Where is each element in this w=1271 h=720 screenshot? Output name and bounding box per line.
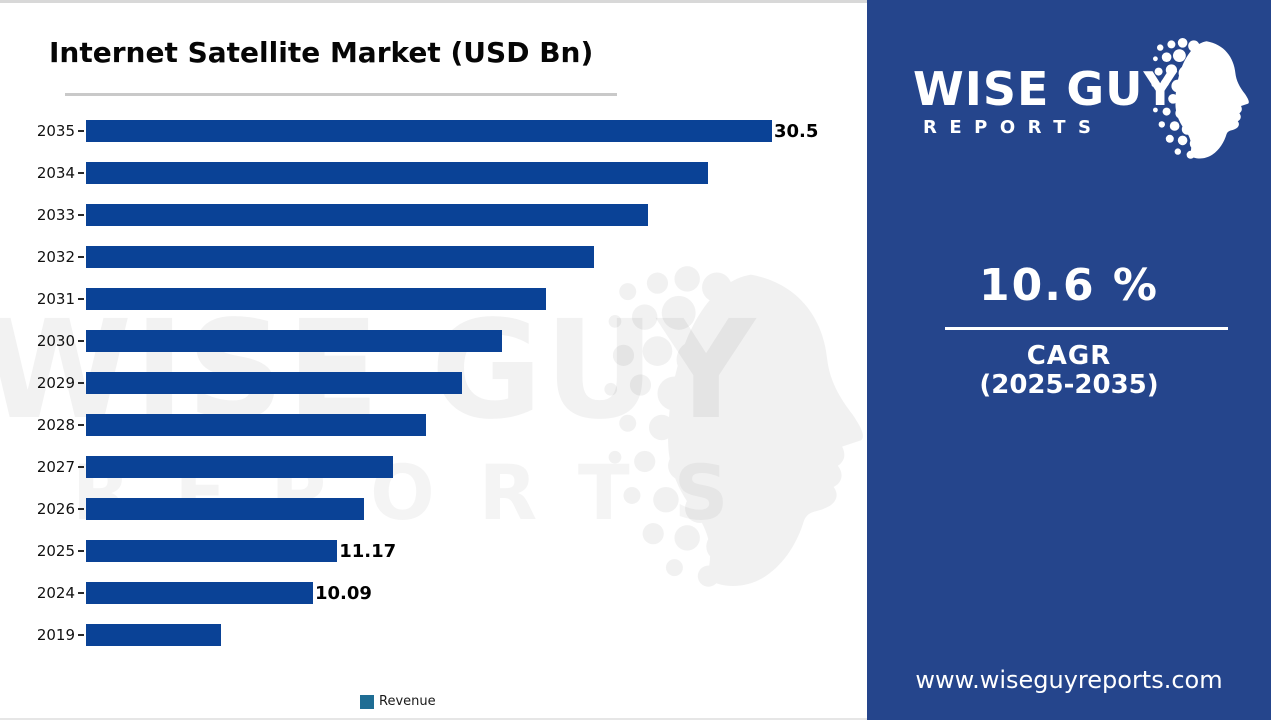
bar-value-label: 30.5 <box>774 120 819 142</box>
revenue-bar-2028 <box>86 414 426 436</box>
revenue-bar-2030 <box>86 330 502 352</box>
top-divider <box>0 0 867 3</box>
bar-track: 11.17 <box>86 540 772 562</box>
revenue-bar-2031 <box>86 288 546 310</box>
cagr-value: 10.6 % <box>979 260 1159 311</box>
year-axis-label: 2019 <box>36 626 75 644</box>
bar-row: 2035 30.5 <box>0 110 867 152</box>
cagr-range: (2025-2035) <box>979 370 1159 400</box>
cagr-divider <box>945 327 1228 330</box>
bar-track <box>86 204 772 226</box>
bar-track <box>86 498 772 520</box>
bar-row: 2029 <box>0 362 867 404</box>
bar-track <box>86 162 772 184</box>
bar-row: 2019 <box>0 614 867 656</box>
axis-tick <box>78 466 84 468</box>
year-axis-label: 2028 <box>36 416 75 434</box>
revenue-bar-2029 <box>86 372 462 394</box>
year-axis-label: 2029 <box>36 374 75 392</box>
legend-swatch-icon <box>360 694 374 709</box>
axis-tick <box>78 130 84 132</box>
bar-track: 10.09 <box>86 582 772 604</box>
axis-tick <box>78 382 84 384</box>
year-axis-label: 2026 <box>36 500 75 518</box>
bar-track <box>86 624 772 646</box>
year-axis-label: 2032 <box>36 248 75 266</box>
bar-track <box>86 414 772 436</box>
axis-tick <box>78 256 84 258</box>
axis-tick <box>78 172 84 174</box>
bar-track <box>86 288 772 310</box>
bar-track <box>86 330 772 352</box>
logo-wiseguy-text: WISE GUY <box>913 62 1178 116</box>
bar-row: 2025 11.17 <box>0 530 867 572</box>
axis-tick <box>78 550 84 552</box>
bar-rows: 2035 30.5 2034 2033 2032 2031 <box>0 110 867 656</box>
bar-value-label: 10.09 <box>314 582 372 604</box>
axis-tick <box>78 298 84 300</box>
revenue-bar-2034 <box>86 162 708 184</box>
website-url: www.wiseguyreports.com <box>915 666 1223 694</box>
bar-row: 2031 <box>0 278 867 320</box>
bar-value-label: 11.17 <box>339 540 397 562</box>
bar-row: 2026 <box>0 488 867 530</box>
title-underline <box>65 93 617 96</box>
legend-label: Revenue <box>379 694 436 709</box>
bar-track <box>86 372 772 394</box>
revenue-bar-2019 <box>86 624 221 646</box>
brand-head-logo-icon <box>1151 38 1249 159</box>
bar-row: 2033 <box>0 194 867 236</box>
bar-row: 2024 10.09 <box>0 572 867 614</box>
bar-track: 30.5 <box>86 120 818 142</box>
bar-row: 2030 <box>0 320 867 362</box>
year-axis-label: 2030 <box>36 332 75 350</box>
axis-tick <box>78 634 84 636</box>
axis-tick <box>78 424 84 426</box>
year-axis-label: 2024 <box>36 584 75 602</box>
chart-legend: Revenue <box>360 694 436 709</box>
axis-tick <box>78 214 84 216</box>
bottom-divider <box>0 718 867 720</box>
year-axis-label: 2034 <box>36 164 75 182</box>
bar-track <box>86 456 772 478</box>
chart-panel: WISE GUY REPORTS Internet Satellite Mark… <box>0 36 867 709</box>
revenue-bar-2027 <box>86 456 394 478</box>
chart-title: Internet Satellite Market (USD Bn) <box>49 36 594 69</box>
revenue-bar-2035 <box>86 120 772 142</box>
revenue-bar-2024 <box>86 582 313 604</box>
bar-row: 2027 <box>0 446 867 488</box>
revenue-bar-2026 <box>86 498 364 520</box>
year-axis-label: 2025 <box>36 542 75 560</box>
brand-panel: WISE GUY REPORTS 10.6 % CAGR (2025-2035)… <box>867 0 1271 720</box>
revenue-bar-2025 <box>86 540 338 562</box>
axis-tick <box>78 340 84 342</box>
year-axis-label: 2027 <box>36 458 75 476</box>
bar-row: 2028 <box>0 404 867 446</box>
year-axis-label: 2035 <box>36 122 75 140</box>
logo-reports-text: REPORTS <box>923 117 1104 138</box>
axis-tick <box>78 592 84 594</box>
axis-tick <box>78 508 84 510</box>
cagr-label: CAGR <box>1026 341 1112 371</box>
bar-track <box>86 246 772 268</box>
year-axis-label: 2033 <box>36 206 75 224</box>
revenue-bar-2033 <box>86 204 649 226</box>
bar-row: 2034 <box>0 152 867 194</box>
bar-row: 2032 <box>0 236 867 278</box>
year-axis-label: 2031 <box>36 290 75 308</box>
revenue-bar-2032 <box>86 246 595 268</box>
